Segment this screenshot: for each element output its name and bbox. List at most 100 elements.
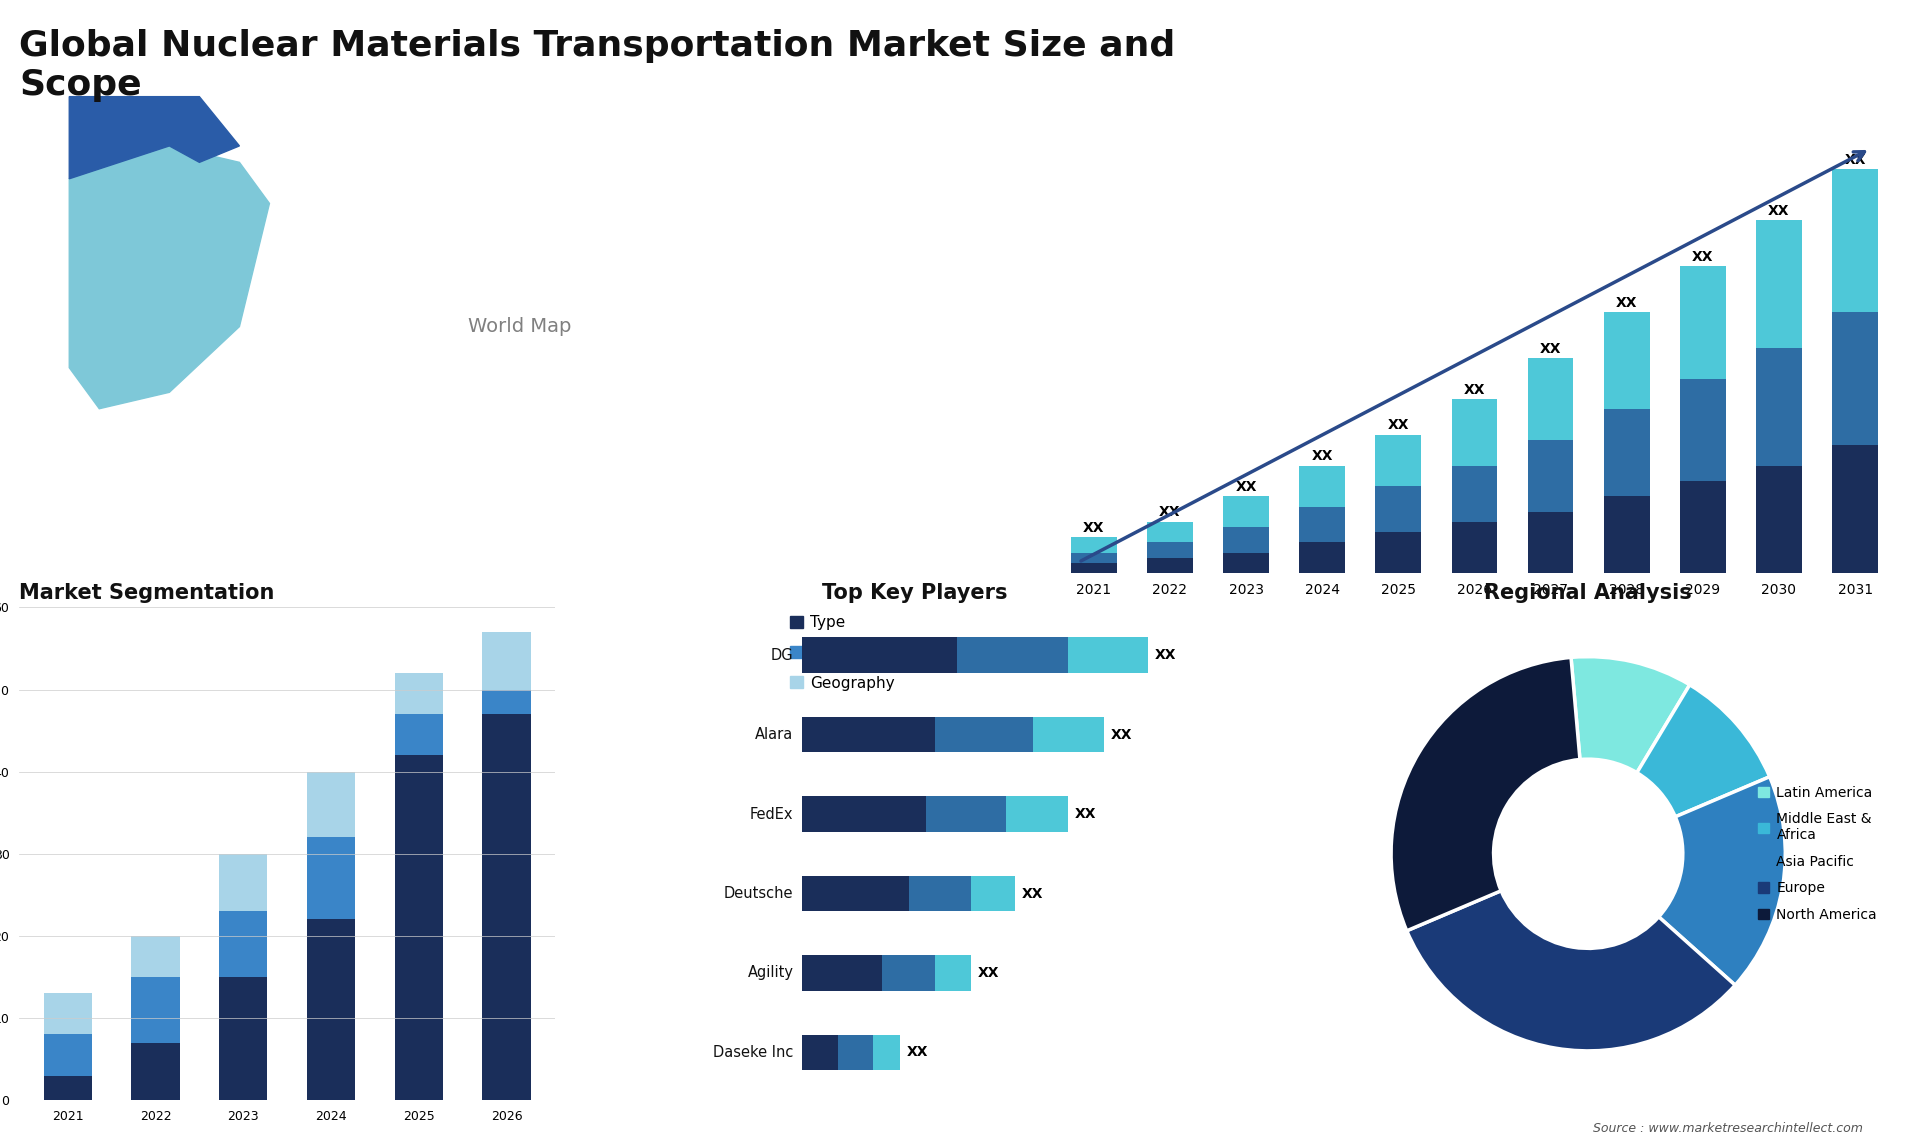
Text: XX: XX (906, 1045, 927, 1059)
Text: XX: XX (1235, 480, 1258, 494)
Bar (396, 714, 444, 755)
Text: XX: XX (1768, 204, 1789, 218)
Bar (1223, 496, 1269, 527)
Text: XX: XX (1388, 418, 1409, 432)
Bar (1757, 220, 1801, 348)
Polygon shape (69, 96, 240, 179)
Wedge shape (1407, 890, 1736, 1051)
Bar (1033, 716, 1104, 753)
Bar (131, 976, 180, 1043)
Bar (482, 690, 530, 714)
Bar (1071, 537, 1117, 552)
Bar (1223, 527, 1269, 552)
Bar (44, 994, 92, 1035)
Bar (131, 936, 180, 976)
Bar (1680, 266, 1726, 378)
Text: XX: XX (1845, 152, 1866, 166)
Text: XX: XX (1311, 449, 1332, 463)
Bar (803, 796, 927, 832)
Text: XX: XX (1154, 649, 1177, 662)
Text: DG: DG (770, 647, 793, 662)
Bar (927, 796, 1006, 832)
Wedge shape (1571, 657, 1690, 772)
Text: Alara: Alara (755, 727, 793, 743)
Bar (803, 955, 881, 991)
Bar (1146, 521, 1192, 542)
Text: World Map: World Map (468, 317, 572, 336)
Text: XX: XX (1021, 887, 1043, 901)
Bar (1300, 465, 1346, 507)
Bar (396, 673, 444, 714)
Text: XX: XX (1540, 342, 1561, 355)
Text: Market Segmentation: Market Segmentation (19, 583, 275, 603)
Bar (837, 1035, 874, 1070)
Text: Top Key Players: Top Key Players (822, 583, 1008, 603)
Text: FedEx: FedEx (751, 807, 793, 822)
Bar (131, 1043, 180, 1100)
Bar (1071, 552, 1117, 563)
Bar (219, 976, 267, 1100)
Bar (935, 716, 1033, 753)
Text: XX: XX (1617, 296, 1638, 309)
Bar (1832, 170, 1878, 312)
Bar (1223, 552, 1269, 573)
Bar (1068, 637, 1148, 673)
Text: Agility: Agility (747, 965, 793, 981)
Bar (1146, 558, 1192, 573)
Bar (1071, 563, 1117, 573)
Bar (1757, 465, 1801, 573)
Bar (1528, 440, 1572, 511)
Bar (1300, 507, 1346, 542)
Text: XX: XX (1110, 728, 1133, 741)
Bar (1375, 532, 1421, 573)
Bar (307, 838, 355, 919)
Text: XX: XX (977, 966, 998, 980)
Wedge shape (1659, 777, 1786, 986)
Text: XX: XX (1075, 807, 1096, 821)
Bar (881, 955, 935, 991)
Bar (803, 716, 935, 753)
Text: Daseke Inc: Daseke Inc (712, 1045, 793, 1060)
Bar (908, 876, 972, 911)
Bar (1452, 399, 1498, 465)
Polygon shape (69, 146, 269, 409)
Bar (44, 1035, 92, 1075)
Bar (1832, 312, 1878, 445)
Bar (1146, 542, 1192, 558)
Bar (972, 876, 1016, 911)
Bar (1452, 521, 1498, 573)
Bar (1528, 359, 1572, 440)
Text: XX: XX (1083, 520, 1104, 535)
Text: Deutsche: Deutsche (724, 886, 793, 901)
Legend: Latin America, Middle East &
Africa, Asia Pacific, Europe, North America: Latin America, Middle East & Africa, Asi… (1753, 780, 1884, 927)
Bar (874, 1035, 900, 1070)
Bar (219, 854, 267, 911)
Bar (1680, 378, 1726, 481)
Bar (1757, 348, 1801, 465)
Bar (1528, 511, 1572, 573)
Bar (1603, 312, 1649, 409)
Bar (803, 1035, 837, 1070)
Bar (803, 876, 908, 911)
Wedge shape (1638, 685, 1770, 817)
Bar (803, 637, 958, 673)
Bar (1375, 486, 1421, 532)
Text: XX: XX (1692, 250, 1713, 264)
Bar (958, 637, 1068, 673)
Bar (1832, 445, 1878, 573)
Bar (935, 955, 972, 991)
Legend: Type, Application, Geography: Type, Application, Geography (791, 615, 897, 691)
Bar (1375, 435, 1421, 486)
Title: Regional Analysis: Regional Analysis (1484, 583, 1692, 603)
Bar (1452, 465, 1498, 521)
Text: Global Nuclear Materials Transportation Market Size and
Scope: Global Nuclear Materials Transportation … (19, 29, 1175, 102)
Wedge shape (1392, 658, 1580, 931)
Bar (1603, 409, 1649, 496)
Text: XX: XX (1160, 505, 1181, 519)
Bar (219, 911, 267, 976)
Bar (482, 633, 530, 690)
Bar (482, 714, 530, 1100)
Bar (1603, 496, 1649, 573)
Text: Source : www.marketresearchintellect.com: Source : www.marketresearchintellect.com (1592, 1122, 1862, 1135)
Bar (1300, 542, 1346, 573)
